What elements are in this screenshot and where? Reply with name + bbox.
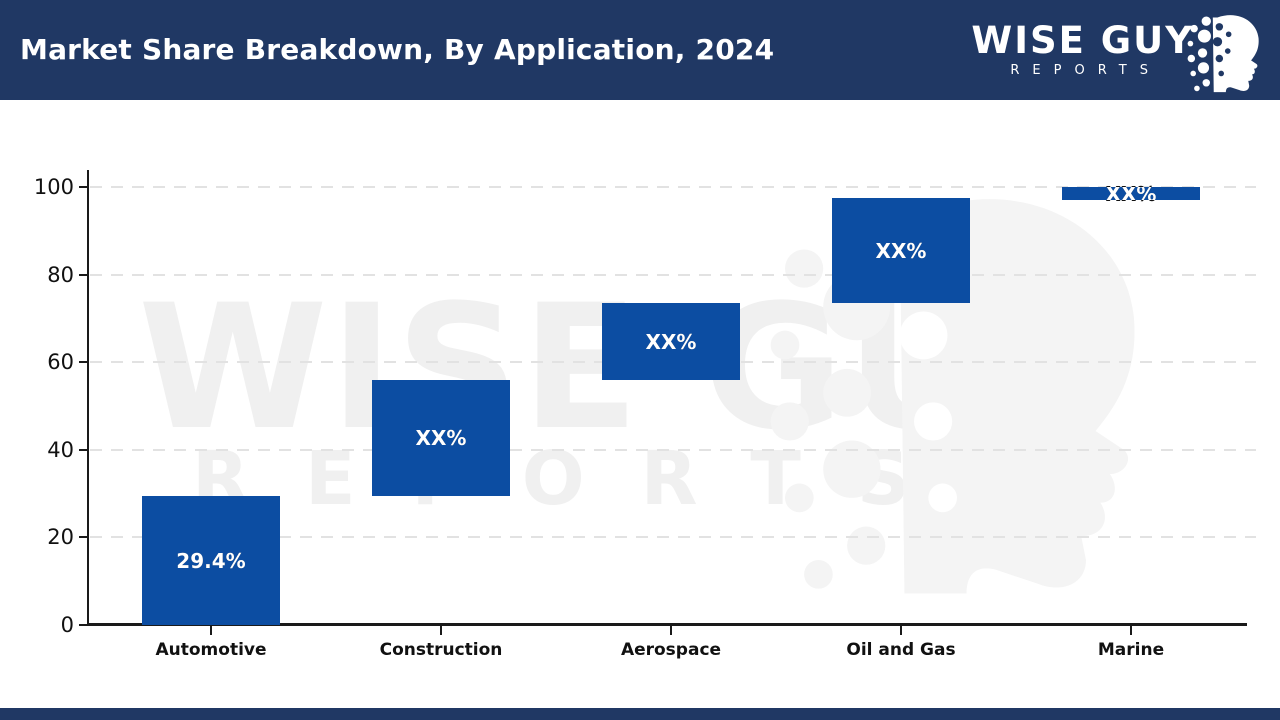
bar-aerospace [602, 303, 740, 381]
footer-bar [0, 708, 1280, 720]
bar-value-label: XX% [415, 426, 467, 451]
bar-value-label: XX% [645, 329, 697, 354]
y-axis-line [87, 170, 89, 626]
header-bar: Market Share Breakdown, By Application, … [0, 0, 1280, 100]
bar-label-clip: XX% [372, 380, 510, 496]
bar-oil-and-gas [832, 198, 970, 304]
y-tick-label: 80 [47, 262, 74, 287]
y-tick-mark [79, 448, 88, 451]
bar-construction [372, 380, 510, 497]
bar-value-label-inside: XX% [875, 238, 927, 263]
x-axis-line [87, 623, 1247, 626]
bar-value-label-inside: XX% [415, 426, 467, 451]
x-tick-mark [670, 626, 672, 635]
y-tick-mark [79, 186, 88, 188]
bar-label-clip: XX% [832, 198, 970, 303]
wiseguy-head-icon [1187, 15, 1259, 93]
logo-name: WISE GUY [971, 19, 1194, 62]
y-tick-label: 60 [47, 350, 74, 375]
x-tick-mark [440, 626, 442, 635]
x-tick-mark [210, 626, 212, 635]
y-tick-label: 40 [47, 437, 74, 462]
x-category-label: Construction [379, 640, 503, 660]
bar-value-label-inside: XX% [1105, 187, 1157, 201]
gridline-y100 [90, 186, 1256, 188]
x-tick-mark [1130, 626, 1132, 635]
y-tick-label: 0 [60, 613, 74, 637]
bar-label-clip: 29.4% [142, 496, 280, 625]
bar-automotive [142, 496, 280, 625]
gridline-y20 [90, 536, 1256, 539]
bar-value-label-inside: XX% [645, 329, 697, 354]
y-tick-label: 100 [33, 175, 74, 199]
wiseguy-logo: WISE GUY REPORTS [971, 6, 1266, 94]
bar-label-clip: XX% [602, 303, 740, 380]
logo-subtitle: REPORTS [1010, 62, 1161, 78]
y-tick-mark [79, 361, 88, 364]
x-tick-mark [900, 626, 902, 635]
gridline-y40 [90, 448, 1256, 451]
x-category-label: Automotive [155, 640, 267, 660]
x-category-label: Aerospace [620, 640, 722, 660]
x-category-label: Marine [1097, 640, 1165, 660]
y-tick-mark [79, 273, 88, 276]
bar-value-label: 29.4% [176, 548, 246, 573]
y-tick-label: 20 [47, 525, 74, 550]
bar-value-label-inside: 29.4% [176, 548, 246, 573]
y-tick-mark [79, 624, 88, 626]
x-category-label: Oil and Gas [846, 640, 956, 660]
y-tick-mark [79, 536, 88, 539]
page-title: Market Share Breakdown, By Application, … [20, 33, 775, 66]
gridline-y80 [90, 273, 1256, 276]
bar-marine [1062, 187, 1200, 201]
bar-label-clip: XX% [1062, 187, 1200, 200]
